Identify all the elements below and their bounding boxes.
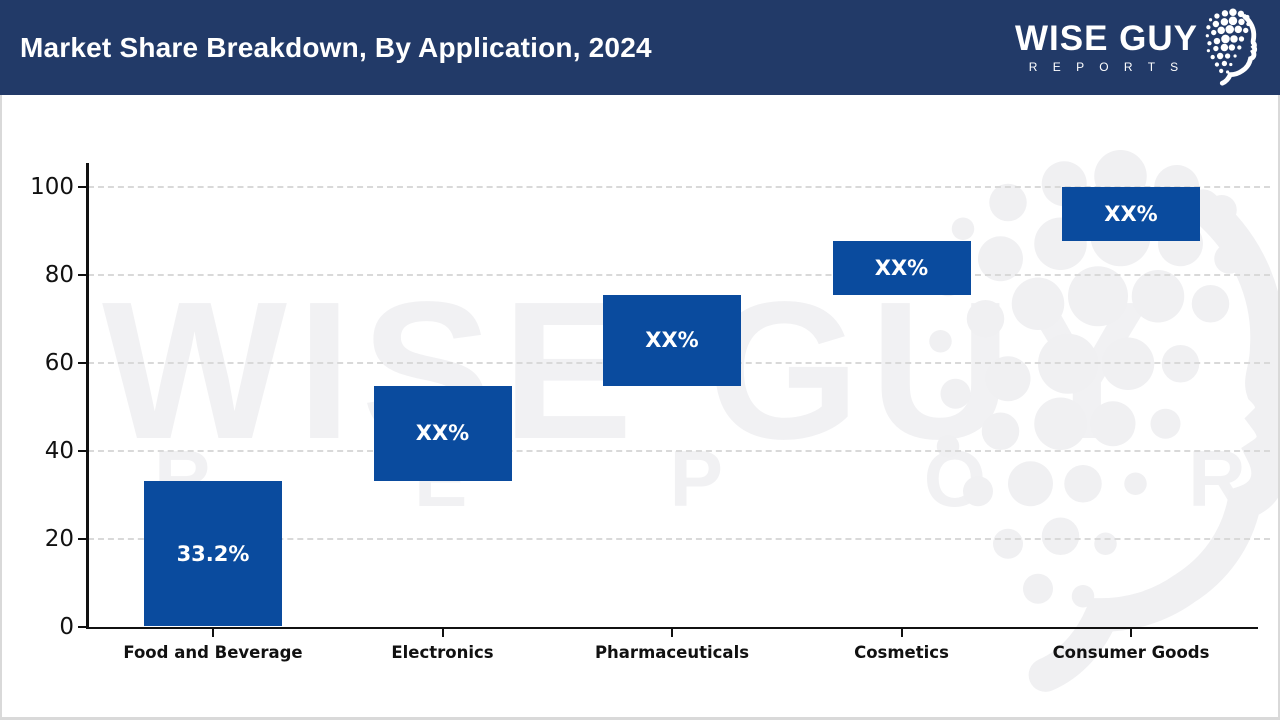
bar-electronics: XX% (373, 385, 512, 481)
x-tick-label-food-and-beverage: Food and Beverage (123, 642, 303, 662)
x-tick-mark-food-and-beverage (212, 629, 214, 637)
x-axis-line (86, 626, 1258, 629)
waterfall-plot: 0 20 40 60 80 100 33.2% Food and Beverage XX% Ele… (2, 95, 1278, 717)
x-tick-mark-pharmaceuticals (671, 629, 673, 637)
x-tick-label-electronics: Electronics (391, 642, 494, 662)
y-tick-mark-60 (78, 361, 87, 364)
y-tick-mark-20 (78, 537, 87, 540)
bar-consumer-goods: XX% (1062, 187, 1200, 241)
dotted-face-icon (1205, 8, 1258, 86)
brand-subtitle: R E P O R T S (1028, 60, 1185, 74)
x-tick-label-consumer-goods: Consumer Goods (1052, 642, 1210, 662)
x-tick-label-pharmaceuticals: Pharmaceuticals (594, 642, 750, 662)
bar-value-label-food-and-beverage: 33.2% (176, 541, 250, 566)
y-tick-mark-40 (78, 449, 87, 452)
brand-logo: WISE GUY R E P O R T S (1015, 8, 1266, 88)
face-profile (1219, 13, 1258, 86)
y-tick-mark-100 (78, 186, 87, 188)
face-dots (1205, 8, 1251, 74)
bar-value-label-pharmaceuticals: XX% (645, 328, 699, 353)
brand-logo-text: WISE GUY R E P O R T S (1015, 21, 1198, 74)
bar-value-label-consumer-goods: XX% (1104, 201, 1158, 226)
y-tick-label-100: 100 (30, 174, 74, 200)
y-tick-mark-0 (78, 625, 87, 628)
x-tick-mark-consumer-goods (1130, 629, 1132, 637)
bar-cosmetics: XX% (832, 240, 971, 296)
y-tick-label-20: 20 (44, 525, 74, 552)
page-title: Market Share Breakdown, By Application, … (20, 31, 652, 63)
y-tick-mark-80 (78, 273, 87, 276)
header-bar: Market Share Breakdown, By Application, … (0, 0, 1280, 95)
bar-pharmaceuticals: XX% (603, 295, 741, 386)
x-tick-label-cosmetics: Cosmetics (854, 642, 949, 662)
gridline-20 (88, 537, 1270, 540)
bar-value-label-cosmetics: XX% (874, 255, 929, 280)
gridline-40 (88, 449, 1270, 452)
brand-name: WISE GUY (1014, 19, 1198, 58)
x-tick-mark-electronics (441, 629, 444, 637)
bar-value-label-electronics: XX% (415, 421, 470, 446)
gridline-80 (88, 273, 1270, 276)
bar-food-and-beverage: 33.2% (144, 480, 282, 627)
x-tick-mark-cosmetics (900, 629, 903, 637)
gridline-100 (88, 186, 1270, 188)
y-tick-label-80: 80 (44, 261, 74, 288)
y-tick-label-0: 0 (59, 613, 74, 640)
y-tick-label-40: 40 (44, 437, 74, 464)
y-tick-label-60: 60 (44, 349, 74, 376)
y-axis-line (86, 163, 89, 629)
